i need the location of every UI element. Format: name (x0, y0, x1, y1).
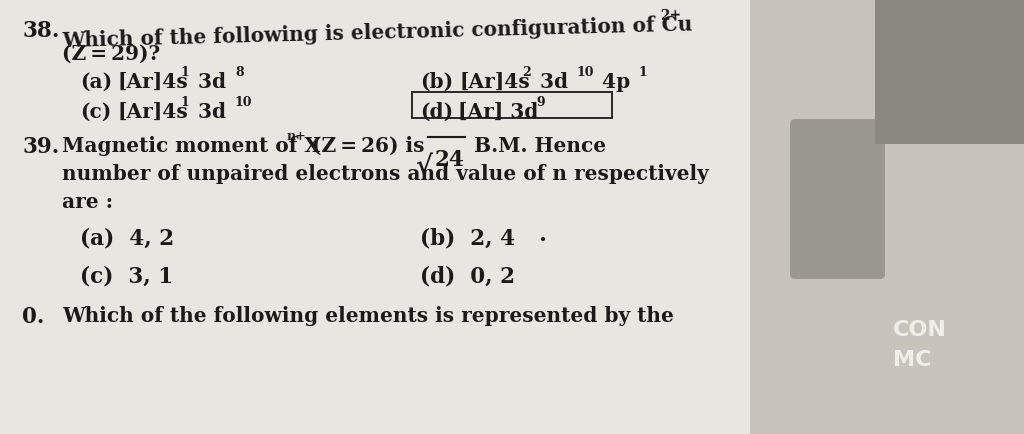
Text: 1: 1 (180, 66, 188, 79)
Text: 24: 24 (435, 149, 465, 171)
Text: 8: 8 (234, 66, 244, 79)
Text: 10: 10 (575, 66, 594, 79)
Text: 3d: 3d (534, 72, 568, 92)
Text: 39.: 39. (22, 136, 59, 158)
Text: (d)  0, 2: (d) 0, 2 (420, 266, 515, 288)
Text: number of unpaired electrons and value of n respectively: number of unpaired electrons and value o… (62, 164, 709, 184)
Text: Magnetic moment of X: Magnetic moment of X (62, 136, 321, 156)
Text: 38.: 38. (22, 20, 59, 42)
Text: are :: are : (62, 192, 113, 212)
Text: Which of the following elements is represented by the: Which of the following elements is repre… (62, 306, 674, 326)
Bar (874, 0, 1024, 144)
Text: [Ar]4s: [Ar]4s (118, 102, 188, 122)
Text: 0.: 0. (22, 306, 44, 328)
Text: [Ar]4s: [Ar]4s (118, 72, 188, 92)
Text: B.M. Hence: B.M. Hence (467, 136, 606, 156)
Text: (Z = 29)?: (Z = 29)? (62, 44, 160, 64)
Text: 2: 2 (522, 66, 530, 79)
Text: [Ar]4s: [Ar]4s (460, 72, 530, 92)
Text: MC: MC (893, 350, 932, 370)
Text: 2+: 2+ (660, 8, 682, 23)
Text: √: √ (415, 155, 432, 180)
Bar (0, 0, 780, 434)
FancyBboxPatch shape (790, 119, 885, 279)
Text: 3d: 3d (191, 102, 226, 122)
Text: (c): (c) (80, 102, 112, 122)
Bar (412, 92, 612, 118)
Text: (a): (a) (80, 72, 112, 92)
Text: (b): (b) (420, 72, 454, 92)
Text: ·: · (538, 230, 546, 252)
Text: 9: 9 (536, 96, 545, 109)
Text: [Ar] 3d: [Ar] 3d (458, 102, 539, 122)
Text: (c)  3, 1: (c) 3, 1 (80, 266, 173, 288)
Text: 1: 1 (180, 96, 188, 109)
Text: CON: CON (893, 320, 947, 340)
Bar (750, 0, 1024, 434)
Text: 1: 1 (638, 66, 647, 79)
Text: n+: n+ (287, 130, 307, 143)
Text: (b)  2, 4: (b) 2, 4 (420, 228, 515, 250)
Text: 10: 10 (234, 96, 253, 109)
Text: (a)  4, 2: (a) 4, 2 (80, 228, 174, 250)
Text: Which of the following is electronic configuration of Cu: Which of the following is electronic con… (62, 14, 693, 50)
Text: (Z = 26) is: (Z = 26) is (305, 136, 431, 156)
Text: 4p: 4p (595, 72, 630, 92)
Text: (d): (d) (420, 102, 454, 122)
Text: 3d: 3d (191, 72, 226, 92)
